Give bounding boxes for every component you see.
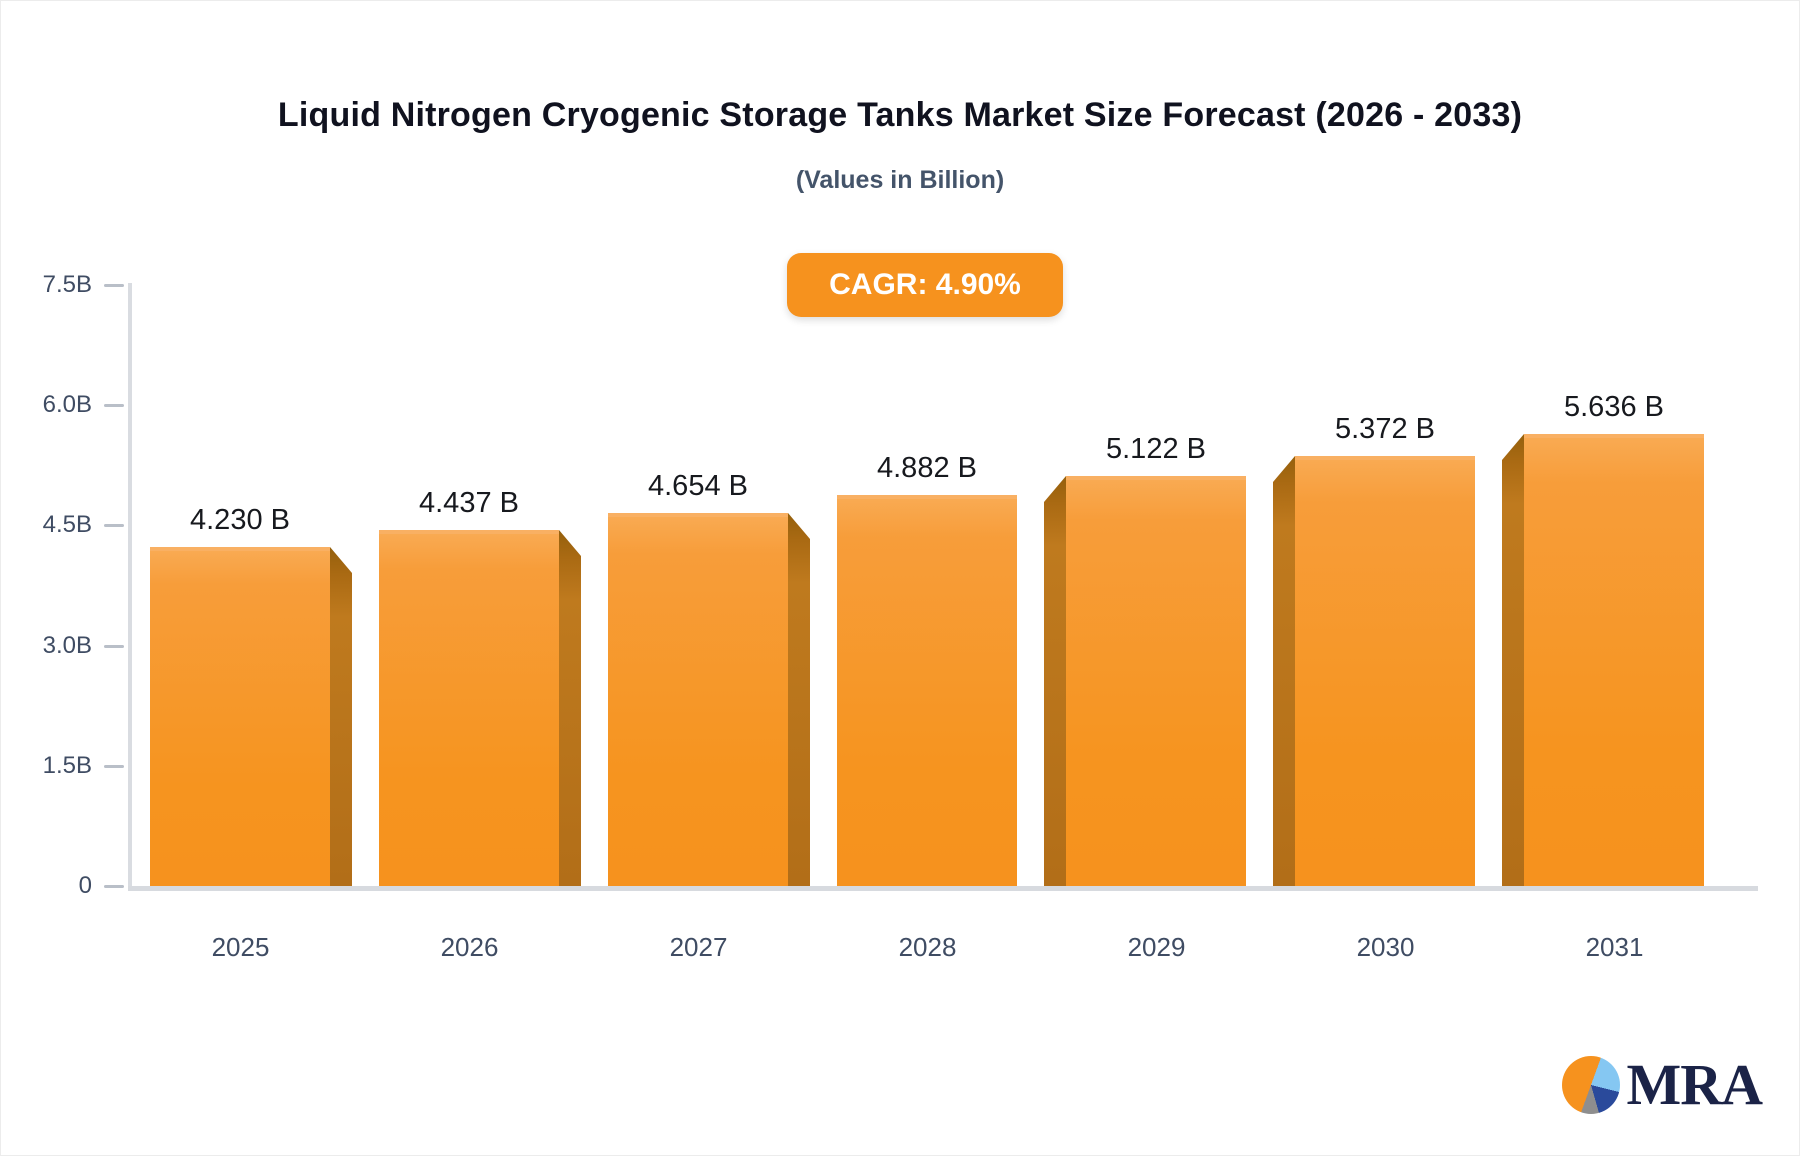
bar-3d-side xyxy=(330,547,352,886)
x-axis-label: 2026 xyxy=(440,932,499,962)
bar-2029 xyxy=(1066,476,1246,886)
x-axis-label: 2031 xyxy=(1585,932,1644,962)
cagr-badge: CAGR: 4.90% xyxy=(787,253,1063,317)
x-axis-baseline xyxy=(128,886,1758,891)
bar-2028 xyxy=(837,495,1017,886)
y-tick-label: 0 xyxy=(78,872,92,899)
bar-2031 xyxy=(1524,434,1704,886)
y-tick-dash xyxy=(104,644,124,648)
x-axis-label: 2030 xyxy=(1356,932,1415,962)
bar-value-label: 4.654 B xyxy=(648,470,748,502)
y-tick-dash xyxy=(104,764,124,768)
bar-2027 xyxy=(608,513,788,886)
bar-2026 xyxy=(379,530,559,886)
bar-3d-side xyxy=(1044,476,1066,886)
y-tick-dash xyxy=(104,885,124,888)
brand-logo: MRA xyxy=(1562,1052,1763,1117)
bar-value-label: 5.372 B xyxy=(1335,413,1435,445)
bar-3d-side xyxy=(559,530,581,886)
y-axis-line xyxy=(128,283,132,891)
bar-value-label: 5.636 B xyxy=(1564,391,1664,423)
y-tick-dash xyxy=(104,404,124,408)
y-tick-label: 6.0B xyxy=(42,391,92,419)
bar-value-label: 4.882 B xyxy=(877,452,977,484)
y-tick-dash xyxy=(104,284,124,287)
y-tick-dash xyxy=(104,524,124,528)
x-axis-label: 2025 xyxy=(211,932,270,962)
x-axis-label: 2028 xyxy=(898,932,957,962)
x-axis-label: 2027 xyxy=(669,932,728,962)
bar-3d-side xyxy=(1273,456,1295,886)
y-tick-label: 7.5B xyxy=(42,271,92,298)
page-title: Liquid Nitrogen Cryogenic Storage Tanks … xyxy=(277,96,1523,134)
bar-2025 xyxy=(150,547,330,886)
brand-logo-text: MRA xyxy=(1626,1052,1763,1117)
y-tick-label: 1.5B xyxy=(42,751,92,779)
page-subtitle: (Values in Billion) xyxy=(795,166,1005,194)
y-tick-label: 3.0B xyxy=(42,631,92,659)
x-axis-label: 2029 xyxy=(1127,932,1186,962)
bar-3d-side xyxy=(788,513,810,886)
bar-3d-side xyxy=(1502,434,1524,886)
pie-chart-icon xyxy=(1562,1056,1621,1114)
cagr-badge-label: CAGR: 4.90% xyxy=(829,268,1021,301)
bar-2030 xyxy=(1295,456,1475,886)
y-tick-label: 4.5B xyxy=(42,511,92,539)
bar-value-label: 4.437 B xyxy=(419,487,519,519)
bar-value-label: 4.230 B xyxy=(190,504,290,536)
bar-value-label: 5.122 B xyxy=(1106,433,1206,465)
